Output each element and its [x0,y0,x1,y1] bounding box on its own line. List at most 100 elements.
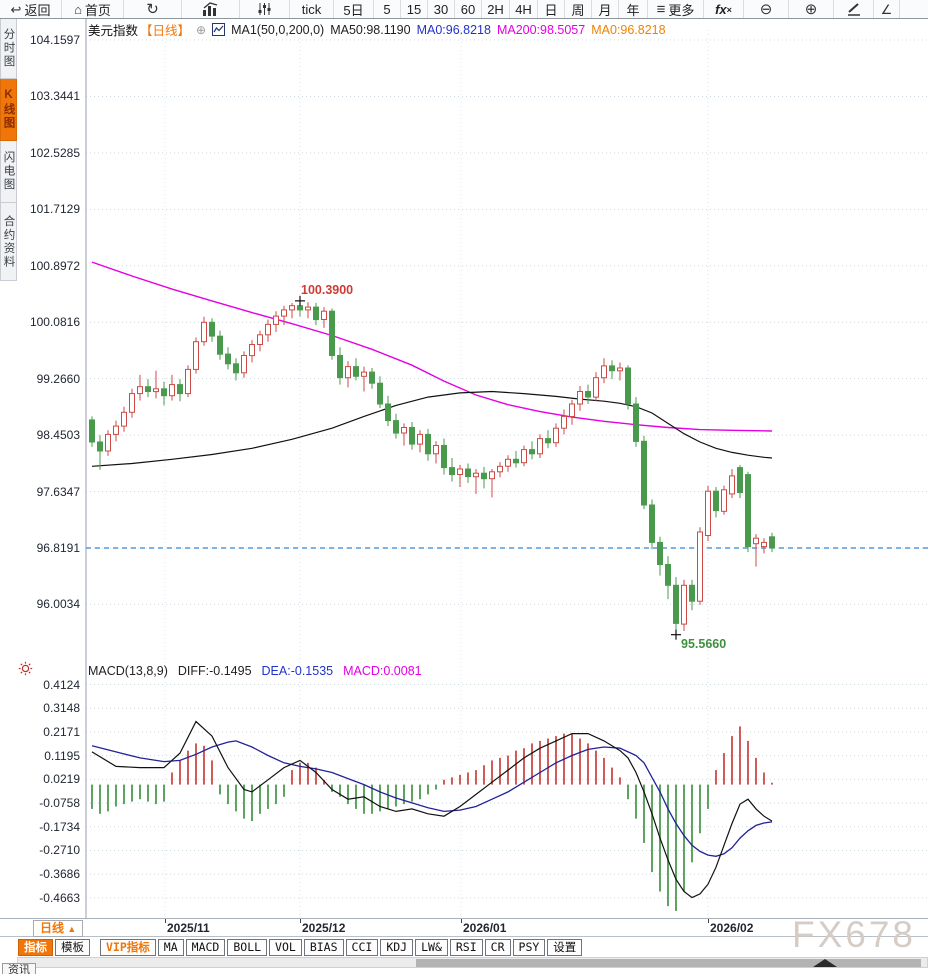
macd-axis-label: -0.0758 [39,796,80,811]
macd-axis-label: -0.2710 [39,843,80,858]
x-axis-label: 2026/02 [710,921,754,935]
cr-button[interactable]: CR [484,939,511,956]
interval-2h-button[interactable]: 2H [482,0,510,18]
macd-histogram [91,726,773,911]
x-axis-label: 2026/01 [463,921,507,935]
left-sidebar: 分时图 K线图 闪电图 合约资料 [0,19,18,281]
tab-contract-info[interactable]: 合约资料 [0,203,17,281]
angle-tool-button[interactable]: ∠ [874,0,900,18]
scrollbar-thumb[interactable] [416,959,921,967]
cci-button[interactable]: CCI [345,939,379,956]
period-tag: 【日线】 [140,24,191,38]
top-toolbar: ↩ 返回 ⌂ 首页 ↻ tick 5日 5 15 30 60 2H 4H 日周月年 ≡ 更多 fx× ⊖ ⊕ ∠ [0,0,928,19]
price-axis-label: 100.0816 [29,315,80,330]
interval-month-button[interactable]: 月 [592,0,619,18]
interval-15min-button[interactable]: 15 [401,0,428,18]
interval-60min-button[interactable]: 60 [455,0,482,18]
horizontal-scrollbar[interactable] [17,957,928,968]
interval-4h-button[interactable]: 4H [510,0,538,18]
interval-day-button[interactable]: 日 [538,0,565,18]
ma0-blue-value: MA0:96.8218 [416,22,491,37]
interval-year-button[interactable]: 年 [619,0,648,18]
indicator-tab-button[interactable]: 指标 [18,939,53,956]
price-axis-label: 98.4503 [36,428,80,443]
macd-header: MACD(13,8,9) DIFF:-0.1495 DEA:-0.1535 MA… [88,664,422,678]
tab-kline-chart[interactable]: K线图 [0,79,17,141]
draw-line-button[interactable] [834,0,874,18]
psy-button[interactable]: PSY [512,939,546,956]
price-axis-label: 97.6347 [36,484,80,499]
news-tab[interactable]: 资讯 [2,963,36,974]
ma200-line [91,261,773,432]
interval-tick-button[interactable]: tick [290,0,334,18]
price-axis-label: 104.1597 [29,33,80,47]
period-selector[interactable]: 日线 ▲ [33,920,84,937]
vol-button[interactable]: VOL [269,939,302,956]
price-axis-label: 102.5285 [29,145,80,160]
macd-dea-value: DEA:-0.1535 [261,664,334,678]
template-tab-button[interactable]: 模板 [55,939,90,956]
gridlines [85,18,928,918]
zoom-in-button[interactable]: ⊕ [789,0,834,18]
interval-30min-button[interactable]: 30 [428,0,455,18]
macd-axis-label: -0.4663 [39,890,80,905]
ma-button[interactable]: MA [157,939,184,956]
bias-button[interactable]: BIAS [303,939,344,956]
interval-week-button[interactable]: 周 [565,0,592,18]
zoom-out-button[interactable]: ⊖ [744,0,789,18]
dea-line [91,740,773,857]
x-axis-row: 日线 ▲ 2025/11 2025/12 2026/01 2026/02 [0,918,928,937]
chart-style-button[interactable] [182,0,240,18]
formula-button[interactable]: fx× [704,0,744,18]
tab-time-chart[interactable]: 分时图 [0,19,17,79]
refresh-button[interactable]: ↻ [124,0,182,18]
chevron-up-icon: ▲ [67,924,77,934]
macd-axis-label: 0.4124 [43,677,80,692]
rsi-button[interactable]: RSI [449,939,483,956]
macd-axis-label: 0.1195 [44,748,80,763]
price-axis-label: 100.8972 [29,258,80,273]
kdj-button[interactable]: KDJ [380,939,414,956]
ma-chart-icon[interactable] [212,23,226,36]
x-axis-tick [300,919,301,923]
symbol-name: 美元指数 [88,24,139,38]
x-axis-tick [708,919,709,923]
tab-lightning-chart[interactable]: 闪电图 [0,141,17,203]
macd-diff-value: DIFF:-0.1495 [177,664,252,678]
boll-button[interactable]: BOLL [227,939,268,956]
macd-axis-label: 0.2171 [43,724,80,739]
ma-settings-label: MA1(50,0,200,0) [231,22,325,37]
price-axis-label: 96.8191 [36,540,80,555]
add-indicator-icon[interactable]: ⊕ [196,22,207,37]
more-button[interactable]: ≡ 更多 [648,0,704,18]
interval-5min-button[interactable]: 5 [374,0,401,18]
price-axis-label: 101.7129 [29,202,80,217]
x-axis-label: 2025/11 [167,921,210,935]
ma0-orange-value: MA0:96.8218 [591,22,666,37]
scrollbar-up-arrow-icon[interactable] [813,959,837,967]
chart-header: 美元指数 【日线】 ⊕ MA1(50,0,200,0) MA50:98.1190… [88,20,666,39]
back-button[interactable]: ↩ 返回 [0,0,62,18]
price-axis-label: 96.0034 [36,597,80,612]
interval-5day-button[interactable]: 5日 [334,0,374,18]
low-price-annotation: 95.5660 [681,637,727,651]
macd-button[interactable]: MACD [185,939,226,956]
indicator-settings-gear-icon[interactable] [18,661,33,681]
lwr-button[interactable]: LW& [415,939,448,956]
x-axis-label: 2025/12 [302,921,346,935]
candles-series [89,300,775,635]
settings-button[interactable]: 设置 [547,939,583,956]
macd-axis-label: -0.3686 [39,867,80,882]
high-price-annotation: 100.3900 [301,283,354,297]
x-axis-tick [165,919,166,923]
ma200-value: MA200:98.5057 [496,22,586,37]
extreme-markers [295,295,681,640]
macd-value: MACD:0.0081 [343,664,422,678]
home-button[interactable]: ⌂ 首页 [62,0,124,18]
indicator-toolbar: 指标 模板 VIP指标 MA MACD BOLL VOL BIAS CCI KDJ LW& RSI CR… [0,938,928,957]
indicator-params-button[interactable] [240,0,290,18]
vip-indicator-button[interactable]: VIP指标 [100,939,156,956]
